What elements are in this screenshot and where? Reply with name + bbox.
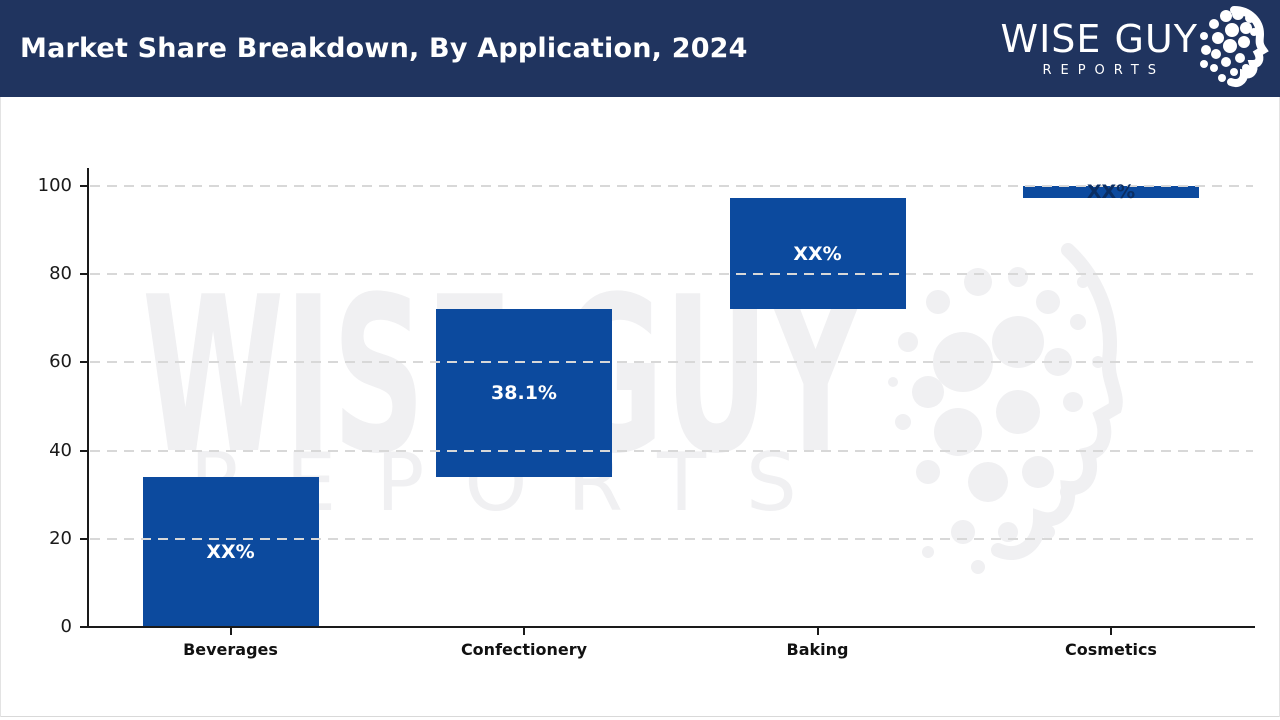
y-tick-mark xyxy=(80,537,88,540)
y-tick-mark xyxy=(80,361,88,364)
bar-value-label: 38.1% xyxy=(491,382,557,405)
bar-cosmetics xyxy=(1023,186,1199,199)
category-label: Confectionery xyxy=(460,640,588,659)
brand-logo-text: WISE GUY REPORTS xyxy=(1001,20,1198,78)
y-tick-label: 60 xyxy=(49,351,72,373)
brand-logo: WISE GUY REPORTS xyxy=(1001,5,1270,92)
x-tick-mark xyxy=(523,628,525,635)
x-tick-mark xyxy=(1110,628,1112,635)
y-gridline xyxy=(90,185,1253,187)
category-label: Baking xyxy=(786,640,849,659)
bar-confectionery xyxy=(436,309,612,478)
bar-value-label: XX% xyxy=(1086,181,1136,204)
y-tick-mark xyxy=(80,449,88,452)
y-gridline xyxy=(90,537,1253,540)
category-label: Cosmetics xyxy=(1065,640,1157,659)
watermark-head-icon xyxy=(888,243,1123,574)
y-tick-label: 0 xyxy=(60,616,72,637)
y-tick-label: 80 xyxy=(49,263,72,285)
x-tick-mark xyxy=(816,628,819,635)
y-tick-label: 100 xyxy=(37,175,72,196)
header-band: Market Share Breakdown, By Application, … xyxy=(0,0,1280,97)
brand-logo-line1: WISE GUY xyxy=(1000,16,1198,61)
frame-hairline-left xyxy=(0,97,1,717)
page-title: Market Share Breakdown, By Application, … xyxy=(20,33,748,64)
brand-head-icon xyxy=(1200,5,1269,87)
category-label: Beverages xyxy=(183,640,278,659)
y-gridline xyxy=(90,449,1253,452)
y-gridline xyxy=(90,361,1253,364)
y-gridline xyxy=(90,273,1253,276)
y-tick-label: 40 xyxy=(49,439,72,461)
brand-logo-line2: REPORTS xyxy=(1042,62,1166,78)
bar-baking xyxy=(729,198,906,310)
y-tick-mark xyxy=(80,185,88,187)
bar-value-label: XX% xyxy=(206,541,255,564)
frame-hairline-bottom xyxy=(0,716,1280,717)
y-tick-mark xyxy=(80,626,88,628)
x-tick-mark xyxy=(229,628,232,635)
y-tick-mark xyxy=(80,273,88,276)
y-axis-spine xyxy=(87,168,89,628)
bar-value-label: XX% xyxy=(793,242,842,265)
bar-beverages xyxy=(142,477,319,627)
y-tick-label: 20 xyxy=(49,527,72,549)
x-axis-line xyxy=(87,626,1255,628)
